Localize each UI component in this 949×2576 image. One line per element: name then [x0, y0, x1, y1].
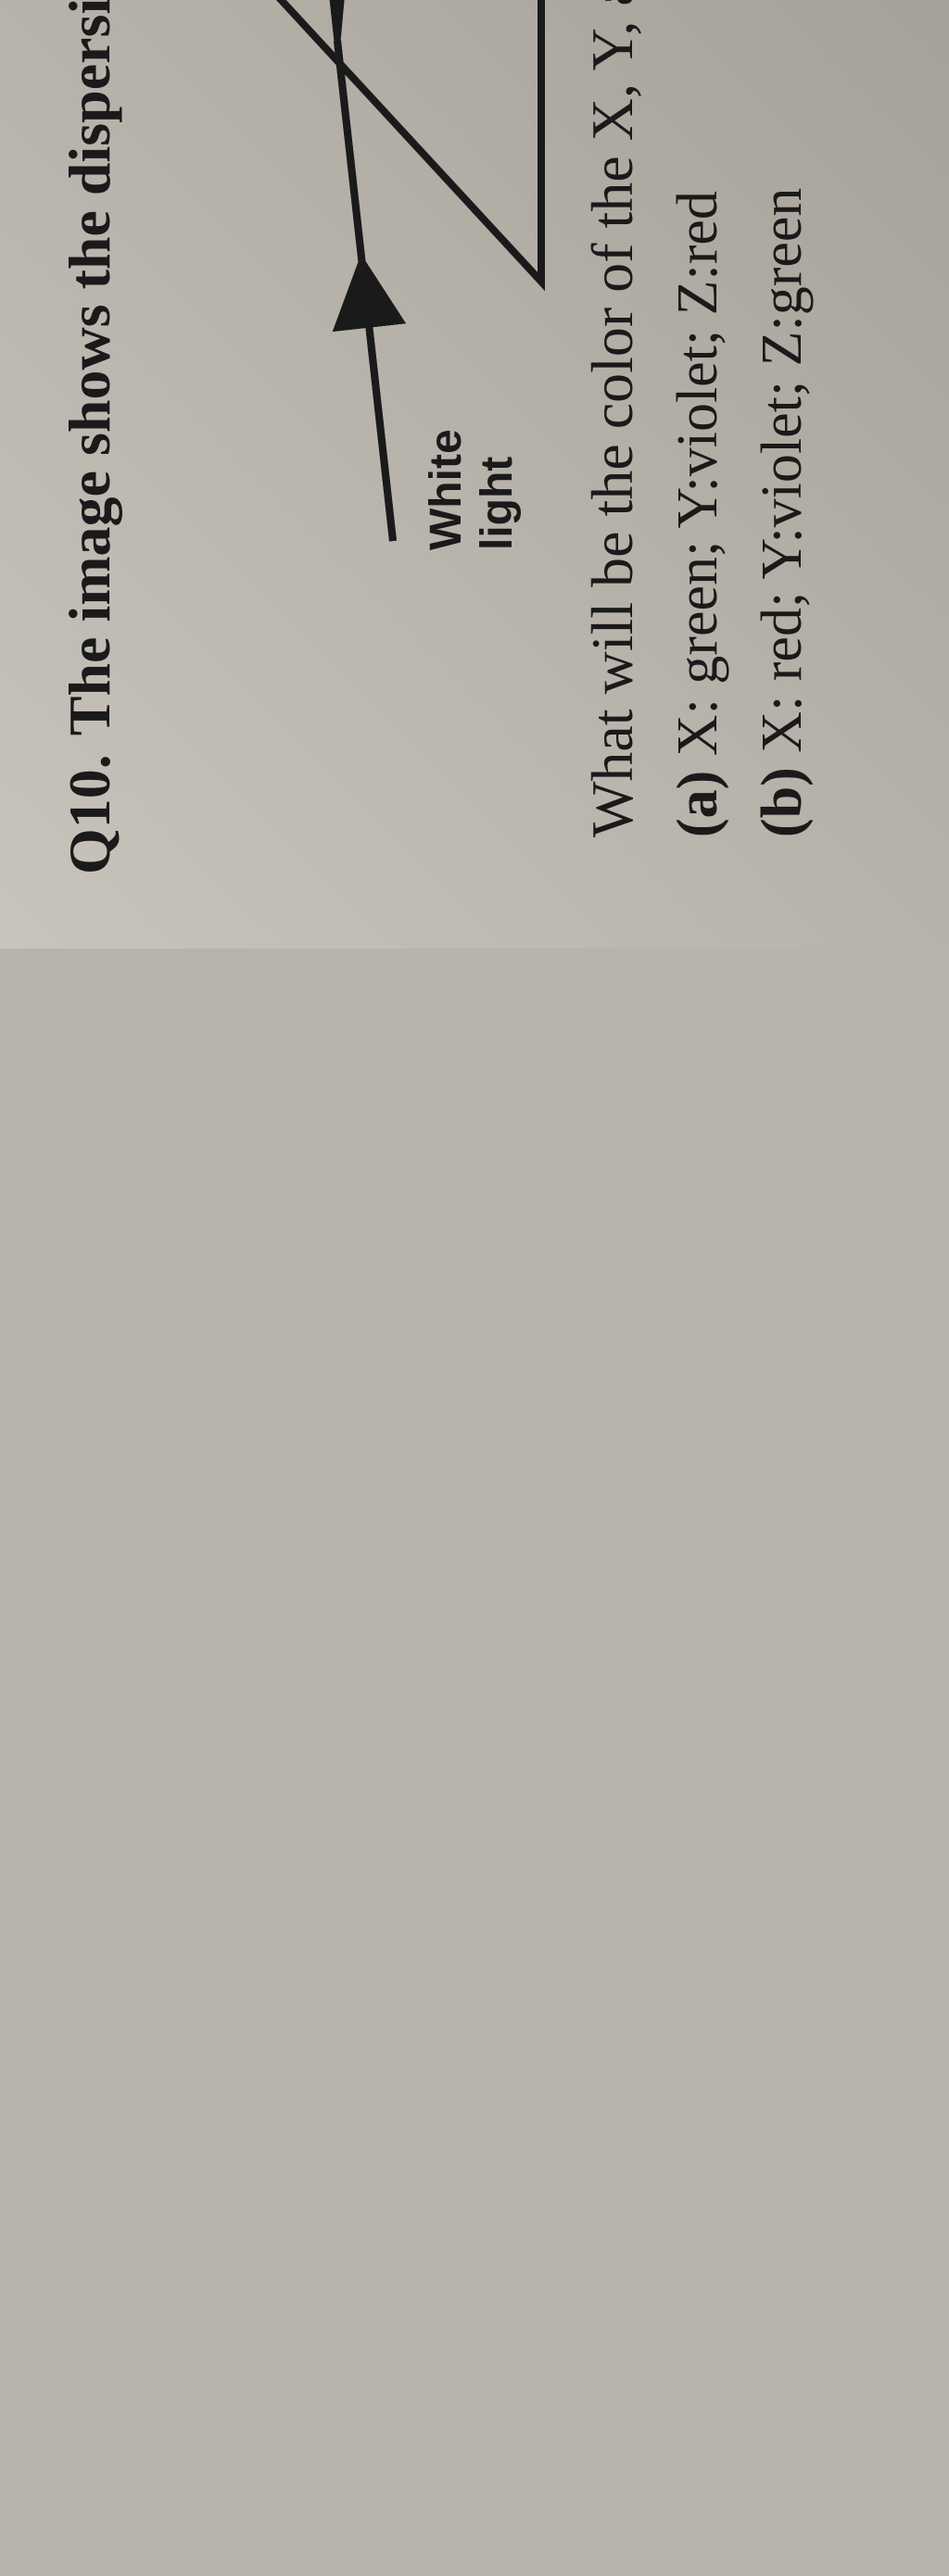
option-b: (b) X: red; Y:violet; Z:green: [750, 0, 816, 837]
incident-label-line1: White: [421, 429, 472, 550]
option-b-label: (b): [751, 767, 814, 837]
question-number: Q10.: [56, 754, 124, 874]
option-a: (a) X: green; Y:violet; Z:red: [665, 0, 731, 837]
question-heading: Q10. The image shows the dispersion of t…: [56, 0, 124, 874]
question-prompt: What will be the color of the X, Y, and …: [578, 0, 647, 837]
incident-label-line2: light: [472, 429, 523, 550]
option-a-text: X: green; Y:violet; Z:red: [666, 191, 729, 756]
refracted-x-arrow: [337, 0, 379, 41]
incident-label: White light: [421, 429, 523, 550]
options-grid: (a) X: green; Y:violet; Z:red (c) X: vio…: [665, 0, 816, 837]
option-a-label: (a): [666, 771, 729, 837]
prism-triangle: [208, 0, 541, 282]
prism-diagram: White light Prism Z Y X: [152, 0, 569, 597]
question-text: The image shows the dispersion of the wh…: [56, 0, 124, 735]
option-b-text: X: red; Y:violet; Z:green: [751, 188, 814, 753]
page: Q10. The image shows the dispersion of t…: [0, 0, 949, 949]
